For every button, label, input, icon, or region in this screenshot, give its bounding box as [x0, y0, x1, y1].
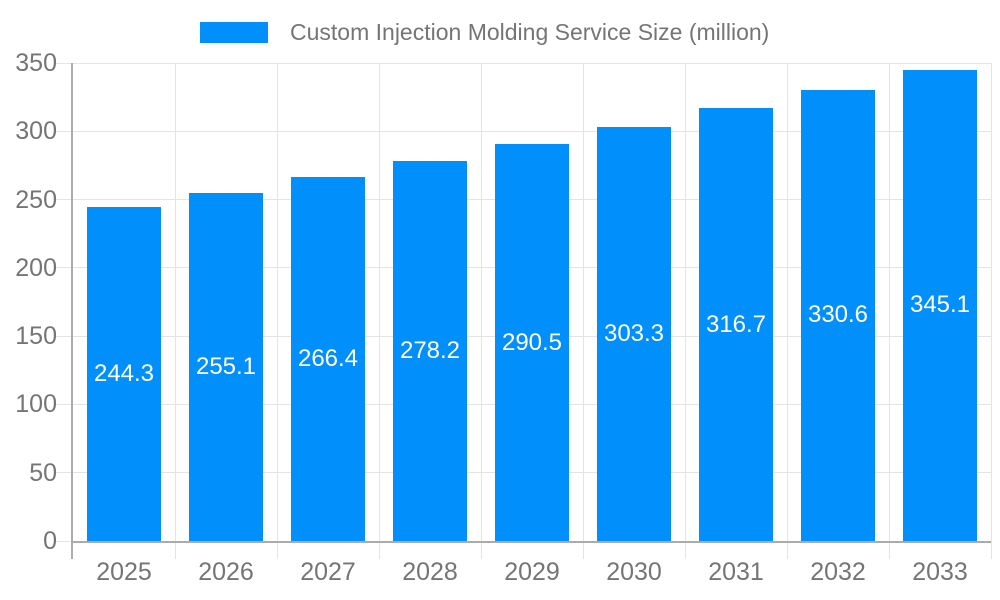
y-axis-tick-label: 350	[15, 49, 57, 77]
x-gridline	[276, 63, 278, 559]
bar[interactable]: 303.3	[597, 126, 671, 541]
x-gridline	[990, 63, 992, 559]
legend-swatch-icon	[200, 21, 268, 43]
bar-value-label: 330.6	[807, 301, 869, 329]
plot-area: 0 50 100 150 200 250 300 350 244.3 2025 255.1 2026 2…	[15, 50, 992, 585]
y-axis-tick	[55, 540, 73, 542]
bar-value-label: 303.3	[603, 319, 665, 347]
x-gridline	[582, 63, 584, 559]
bar-value-label: 266.4	[297, 345, 359, 373]
x-axis-tick-label: 2026	[198, 558, 254, 586]
bar[interactable]: 266.4	[291, 177, 365, 541]
bar[interactable]: 255.1	[189, 192, 263, 541]
y-axis-tick-label: 50	[29, 458, 57, 487]
x-axis-tick-label: 2032	[810, 558, 866, 586]
y-axis-tick-label: 150	[15, 322, 57, 351]
x-axis-line	[71, 541, 991, 543]
bar-value-label: 290.5	[501, 328, 563, 356]
y-gridline	[55, 130, 991, 132]
legend-label: Custom Injection Molding Service Size (m…	[290, 18, 770, 45]
x-gridline	[888, 63, 890, 559]
y-axis-tick-label: 100	[15, 390, 57, 419]
bar[interactable]: 278.2	[393, 161, 467, 541]
bar[interactable]: 330.6	[801, 89, 875, 541]
x-gridline	[480, 63, 482, 559]
y-axis-line	[71, 63, 73, 559]
bar-value-label: 278.2	[399, 337, 461, 365]
y-axis-tick-label: 200	[15, 253, 57, 282]
x-gridline	[378, 63, 380, 559]
y-gridline	[55, 62, 991, 64]
y-axis-tick-label: 250	[15, 185, 57, 214]
x-axis-tick-label: 2027	[300, 558, 356, 586]
x-axis-tick-label: 2031	[708, 558, 764, 586]
x-gridline	[174, 63, 176, 559]
bar-value-label: 316.7	[705, 310, 767, 338]
legend-item[interactable]: Custom Injection Molding Service Size (m…	[200, 16, 769, 48]
bar-value-label: 244.3	[93, 360, 155, 388]
bar[interactable]: 244.3	[87, 207, 161, 541]
bar-value-label: 255.1	[195, 352, 257, 380]
bar[interactable]: 290.5	[495, 144, 569, 541]
bar[interactable]: 345.1	[903, 69, 977, 541]
x-axis-tick-label: 2033	[912, 558, 968, 586]
x-gridline	[684, 63, 686, 559]
x-axis-tick-label: 2029	[504, 558, 560, 586]
x-axis-tick-label: 2025	[96, 558, 152, 586]
bar[interactable]: 316.7	[699, 108, 773, 541]
y-axis-tick-label: 0	[43, 527, 57, 555]
y-axis-tick-label: 300	[15, 117, 57, 146]
bar-value-label: 345.1	[909, 291, 971, 319]
x-axis-tick-label: 2028	[402, 558, 458, 586]
x-axis-tick-label: 2030	[606, 558, 662, 586]
x-gridline	[786, 63, 788, 559]
